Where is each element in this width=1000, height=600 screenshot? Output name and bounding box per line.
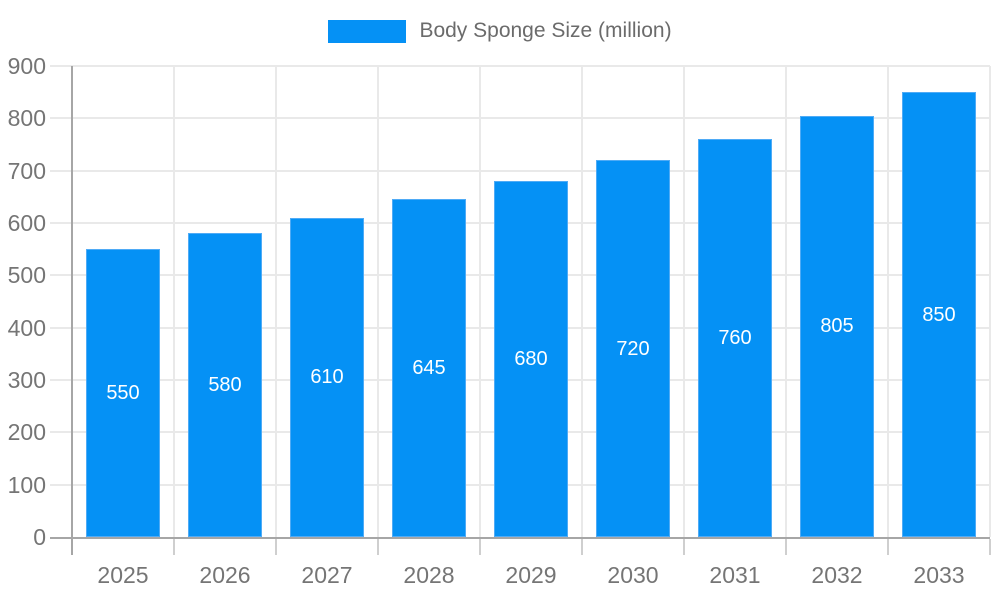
y-axis-label-800: 800	[7, 105, 46, 132]
y-axis-label-200: 200	[7, 419, 46, 446]
bar-2027[interactable]	[290, 217, 364, 537]
y-axis-label-0: 0	[33, 524, 46, 550]
x-axis-label-2027: 2027	[301, 562, 353, 588]
gridline-x-5	[581, 66, 583, 537]
gridline-x-8	[887, 66, 889, 537]
chart-legend[interactable]: Body Sponge Size (million)	[0, 19, 1000, 43]
gridline-x-1	[173, 66, 175, 537]
x-axis-label-2032: 2032	[811, 562, 863, 588]
x-axis-label-2030: 2030	[607, 562, 659, 588]
bar-value-label-2033: 850	[922, 303, 956, 326]
x-tick-3	[377, 539, 379, 555]
bar-value-label-2026: 580	[208, 374, 242, 397]
x-tick-1	[173, 539, 175, 555]
y-axis-label-900: 900	[7, 53, 46, 79]
x-tick-8	[887, 539, 889, 555]
gridline-y-800	[50, 117, 990, 120]
gridline-x-7	[785, 66, 787, 537]
legend-swatch	[328, 19, 407, 43]
gridline-x-4	[479, 66, 481, 537]
bar-value-label-2025: 550	[106, 382, 140, 405]
x-tick-4	[479, 539, 481, 555]
x-tick-2	[275, 539, 277, 555]
x-axis-line	[50, 537, 990, 539]
bar-2028[interactable]	[392, 199, 466, 537]
bar-2032[interactable]	[800, 115, 874, 537]
x-tick-9	[989, 539, 991, 555]
y-axis-label-100: 100	[7, 471, 46, 498]
gridline-x-2	[275, 66, 277, 537]
y-axis-label-500: 500	[7, 262, 46, 289]
bar-value-label-2029: 680	[514, 348, 548, 371]
bar-2026[interactable]	[188, 233, 262, 537]
bar-2029[interactable]	[494, 181, 568, 537]
bar-2030[interactable]	[596, 160, 670, 537]
gridline-x-3	[377, 66, 379, 537]
gridline-y-700	[50, 169, 990, 172]
x-tick-6	[683, 539, 685, 555]
x-axis-label-2025: 2025	[97, 562, 149, 588]
y-axis-line	[71, 66, 73, 555]
bar-value-label-2030: 720	[616, 337, 650, 360]
x-axis-label-2029: 2029	[505, 562, 557, 588]
gridline-x-6	[683, 66, 685, 537]
x-axis-label-2028: 2028	[403, 562, 455, 588]
y-axis-label-600: 600	[7, 210, 46, 236]
gridline-x-9	[989, 66, 991, 537]
bar-value-label-2027: 610	[310, 366, 344, 389]
bar-2031[interactable]	[698, 139, 772, 537]
x-axis-label-2031: 2031	[709, 562, 761, 588]
bar-value-label-2028: 645	[412, 357, 446, 380]
y-axis-label-300: 300	[7, 367, 46, 393]
y-axis-label-400: 400	[7, 314, 46, 341]
bar-2033[interactable]	[902, 92, 976, 537]
bar-value-label-2032: 805	[820, 315, 854, 338]
x-axis-label-2033: 2033	[913, 562, 965, 588]
y-axis-label-700: 700	[7, 157, 46, 184]
x-tick-7	[785, 539, 787, 555]
bar-value-label-2031: 760	[718, 327, 752, 350]
bar-2025[interactable]	[86, 249, 160, 537]
gridline-y-900	[50, 65, 990, 67]
x-axis-label-2026: 2026	[199, 562, 251, 588]
x-tick-5	[581, 539, 583, 555]
legend-label: Body Sponge Size (million)	[419, 19, 672, 42]
